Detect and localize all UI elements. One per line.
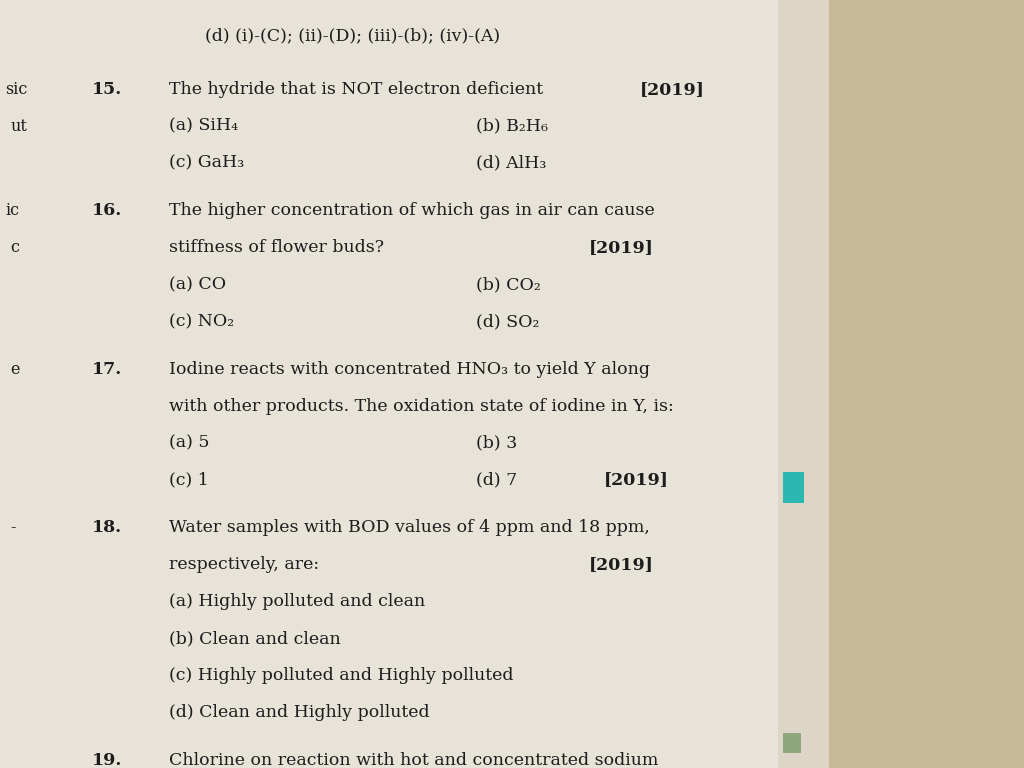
Text: sic: sic [5, 81, 28, 98]
Text: Iodine reacts with concentrated HNO₃ to yield Y along: Iodine reacts with concentrated HNO₃ to … [169, 361, 650, 378]
Text: (c) GaH₃: (c) GaH₃ [169, 154, 244, 171]
Polygon shape [0, 0, 778, 768]
Text: (d) 7: (d) 7 [476, 472, 517, 488]
Text: Water samples with BOD values of 4 ppm and 18 ppm,: Water samples with BOD values of 4 ppm a… [169, 519, 650, 536]
Text: -: - [10, 519, 15, 536]
Text: The hydride that is NOT electron deficient: The hydride that is NOT electron deficie… [169, 81, 543, 98]
Text: stiffness of flower buds?: stiffness of flower buds? [169, 239, 384, 257]
Text: 18.: 18. [92, 519, 122, 536]
Text: (d) AlH₃: (d) AlH₃ [476, 154, 547, 171]
Text: 15.: 15. [92, 81, 123, 98]
Text: [2019]: [2019] [589, 239, 653, 257]
Text: [2019]: [2019] [604, 472, 669, 488]
Text: (a) CO: (a) CO [169, 276, 226, 293]
Text: (a) Highly polluted and clean: (a) Highly polluted and clean [169, 593, 425, 610]
Text: e: e [10, 361, 19, 378]
Text: The higher concentration of which gas in air can cause: The higher concentration of which gas in… [169, 202, 654, 220]
Text: ic: ic [5, 202, 19, 220]
Text: [2019]: [2019] [589, 556, 653, 573]
Polygon shape [783, 733, 801, 753]
Text: 19.: 19. [92, 752, 123, 768]
Text: 16.: 16. [92, 202, 123, 220]
Text: (b) B₂H₆: (b) B₂H₆ [476, 118, 548, 134]
Text: ut: ut [10, 118, 27, 134]
Text: Chlorine on reaction with hot and concentrated sodium: Chlorine on reaction with hot and concen… [169, 752, 658, 768]
Text: c: c [10, 239, 19, 257]
Text: [2019]: [2019] [640, 81, 705, 98]
Text: (c) Highly polluted and Highly polluted: (c) Highly polluted and Highly polluted [169, 667, 513, 684]
Text: (c) 1: (c) 1 [169, 472, 209, 488]
Text: (d) SO₂: (d) SO₂ [476, 313, 540, 330]
Text: (d) (i)-(C); (ii)-(D); (iii)-(b); (iv)-(A): (d) (i)-(C); (ii)-(D); (iii)-(b); (iv)-(… [205, 27, 500, 44]
Text: with other products. The oxidation state of iodine in Y, is:: with other products. The oxidation state… [169, 398, 674, 415]
Text: (c) NO₂: (c) NO₂ [169, 313, 234, 330]
Text: respectively, are:: respectively, are: [169, 556, 319, 573]
Text: (a) SiH₄: (a) SiH₄ [169, 118, 239, 134]
Text: (a) 5: (a) 5 [169, 435, 210, 452]
Text: (b) 3: (b) 3 [476, 435, 517, 452]
Text: (b) CO₂: (b) CO₂ [476, 276, 541, 293]
Polygon shape [778, 0, 829, 768]
Text: (b) Clean and clean: (b) Clean and clean [169, 630, 341, 647]
Polygon shape [783, 472, 804, 503]
Text: 17.: 17. [92, 361, 123, 378]
Text: (d) Clean and Highly polluted: (d) Clean and Highly polluted [169, 703, 430, 720]
